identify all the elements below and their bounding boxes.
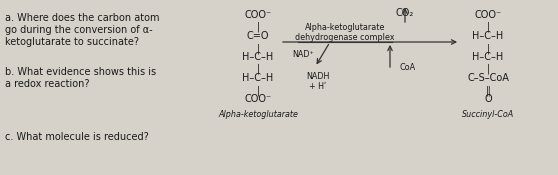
Text: a redox reaction?: a redox reaction? [5,79,89,89]
Text: |: | [487,64,489,75]
Text: C=O: C=O [247,31,270,41]
Text: c. What molecule is reduced?: c. What molecule is reduced? [5,132,149,142]
Text: ketoglutarate to succinate?: ketoglutarate to succinate? [5,37,139,47]
Text: O: O [484,94,492,104]
Text: H–C–H: H–C–H [473,31,504,41]
Text: a. Where does the carbon atom: a. Where does the carbon atom [5,13,160,23]
Text: CO₂: CO₂ [396,8,414,18]
Text: |: | [487,43,489,54]
Text: COO⁻: COO⁻ [244,94,272,104]
Text: NAD⁺: NAD⁺ [292,50,314,59]
Text: ‖: ‖ [485,85,490,96]
Text: COO⁻: COO⁻ [244,10,272,20]
Text: COO⁻: COO⁻ [474,10,502,20]
Text: |: | [256,64,259,75]
Text: Alpha-ketoglutarate: Alpha-ketoglutarate [218,110,298,119]
Text: NADH: NADH [306,72,330,81]
Text: H–C–H: H–C–H [242,73,273,83]
Text: b. What evidence shows this is: b. What evidence shows this is [5,67,156,77]
Text: + Hʹ: + Hʹ [309,82,326,91]
Text: CoA: CoA [400,63,416,72]
Text: dehydrogenase complex: dehydrogenase complex [295,33,395,42]
Text: |: | [256,22,259,33]
Text: |: | [256,85,259,96]
Text: H–C–H: H–C–H [473,52,504,62]
Text: Alpha-ketoglutarate: Alpha-ketoglutarate [305,23,385,32]
Text: |: | [487,22,489,33]
Text: |: | [256,43,259,54]
Text: H–C–H: H–C–H [242,52,273,62]
Text: C–S–CoA: C–S–CoA [467,73,509,83]
Text: Succinyl-CoA: Succinyl-CoA [462,110,514,119]
Text: go during the conversion of α-: go during the conversion of α- [5,25,153,35]
